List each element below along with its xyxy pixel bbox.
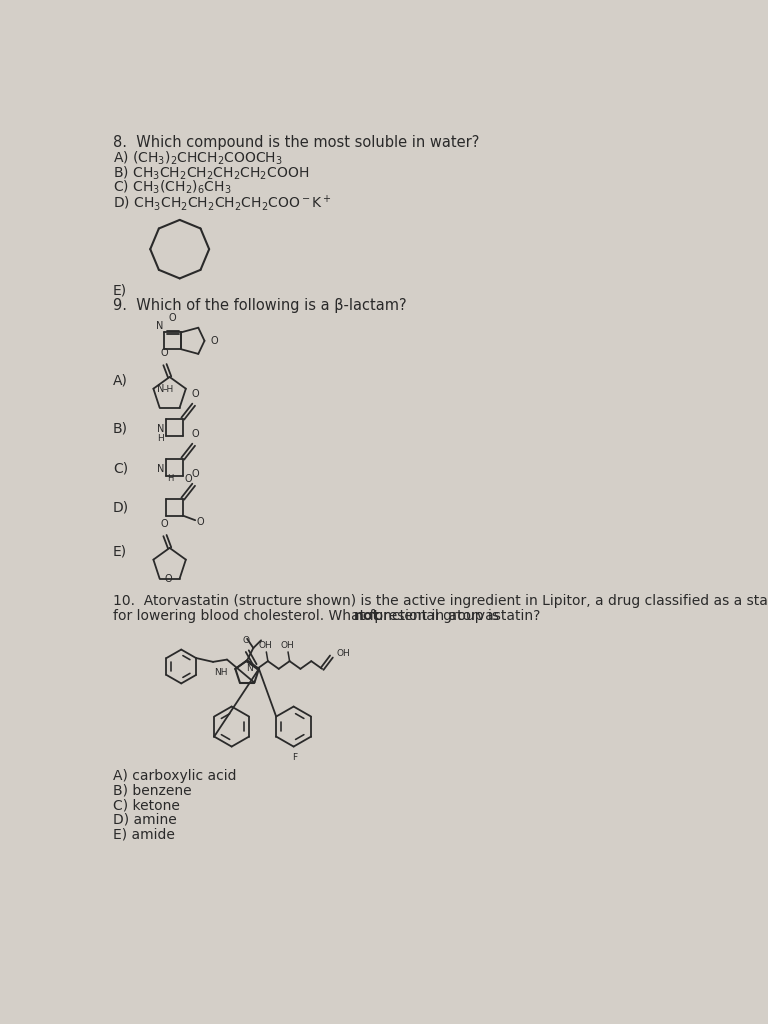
Text: C): C) xyxy=(113,462,128,476)
Text: D) CH$_3$CH$_2$CH$_2$CH$_2$CH$_2$COO$^-$K$^+$: D) CH$_3$CH$_2$CH$_2$CH$_2$CH$_2$COO$^-$… xyxy=(113,194,332,213)
Text: O: O xyxy=(161,348,168,358)
Text: O: O xyxy=(169,313,177,324)
Text: A) (CH$_3$)$_2$CHCH$_2$COOCH$_3$: A) (CH$_3$)$_2$CHCH$_2$COOCH$_3$ xyxy=(113,150,283,167)
Text: O: O xyxy=(210,336,218,346)
Text: B): B) xyxy=(113,422,128,435)
Text: 10.  Atorvastatin (structure shown) is the active ingredient in Lipitor, a drug : 10. Atorvastatin (structure shown) is th… xyxy=(113,594,768,608)
Text: E) amide: E) amide xyxy=(113,827,175,842)
Text: O: O xyxy=(161,519,168,529)
Text: A): A) xyxy=(113,374,128,388)
Text: OH: OH xyxy=(259,641,273,650)
Text: E): E) xyxy=(113,284,127,298)
Text: O: O xyxy=(197,517,204,526)
Text: O: O xyxy=(191,469,199,478)
Text: B) benzene: B) benzene xyxy=(113,783,192,798)
Text: 8.  Which compound is the most soluble in water?: 8. Which compound is the most soluble in… xyxy=(113,135,479,151)
Text: NH: NH xyxy=(214,668,227,677)
Text: C) CH$_3$(CH$_2$)$_6$CH$_3$: C) CH$_3$(CH$_2$)$_6$CH$_3$ xyxy=(113,179,231,197)
Text: O: O xyxy=(164,573,172,584)
Text: O: O xyxy=(191,429,199,438)
Text: OH: OH xyxy=(336,649,350,658)
Text: B) CH$_3$CH$_2$CH$_2$CH$_2$CH$_2$COOH: B) CH$_3$CH$_2$CH$_2$CH$_2$CH$_2$COOH xyxy=(113,165,310,182)
Text: OH: OH xyxy=(280,641,294,650)
Text: N: N xyxy=(157,464,164,474)
Text: N: N xyxy=(246,665,253,674)
Text: –H: –H xyxy=(163,385,174,394)
Text: O: O xyxy=(242,636,250,645)
Text: A) carboxylic acid: A) carboxylic acid xyxy=(113,769,237,783)
Text: H: H xyxy=(167,474,174,483)
Text: 9.  Which of the following is a β-lactam?: 9. Which of the following is a β-lactam? xyxy=(113,298,407,313)
Text: N: N xyxy=(156,321,164,331)
Text: not: not xyxy=(354,608,380,623)
Text: F: F xyxy=(293,753,298,762)
Text: N: N xyxy=(157,424,164,434)
Text: for lowering blood cholesterol. What functional group is: for lowering blood cholesterol. What fun… xyxy=(113,608,504,623)
Text: C) ketone: C) ketone xyxy=(113,798,180,812)
Text: E): E) xyxy=(113,545,127,559)
Text: D) amine: D) amine xyxy=(113,813,177,826)
Text: N: N xyxy=(157,384,164,393)
Text: H: H xyxy=(157,434,164,443)
Text: present in atorvastatin?: present in atorvastatin? xyxy=(370,608,541,623)
Text: D): D) xyxy=(113,500,129,514)
Text: O: O xyxy=(184,474,192,483)
Text: O: O xyxy=(191,388,199,398)
